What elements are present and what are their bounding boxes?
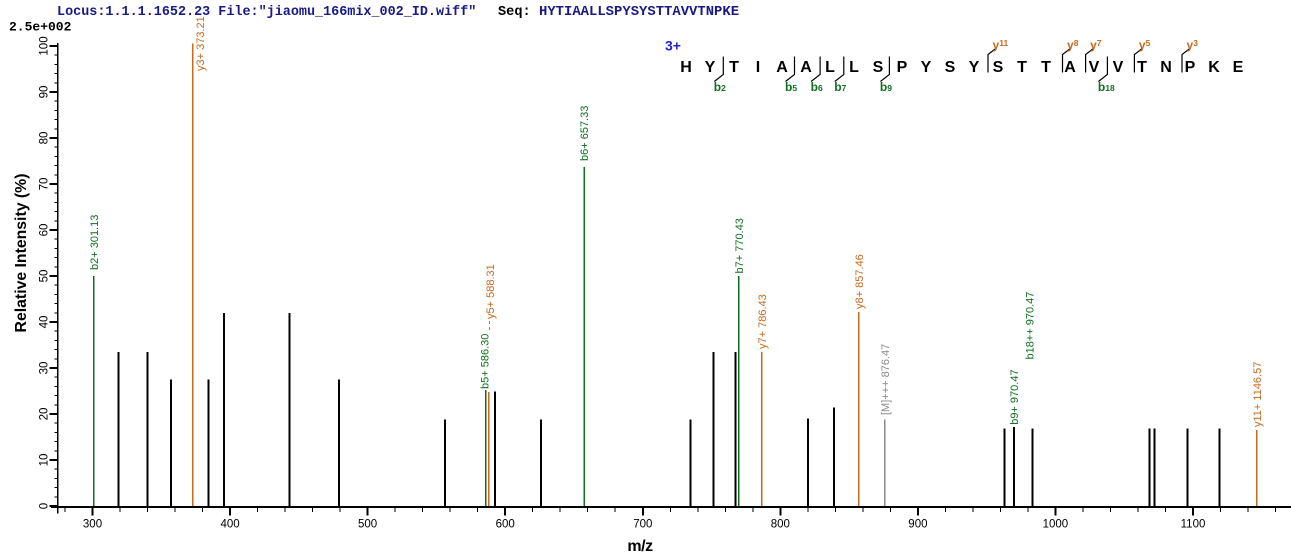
svg-text:Y: Y: [969, 59, 980, 76]
svg-text:Relative Intensity (%): Relative Intensity (%): [13, 174, 30, 333]
svg-text:T: T: [1137, 59, 1147, 76]
svg-text:b6+ 657.33: b6+ 657.33: [579, 106, 591, 161]
svg-text:Y: Y: [705, 59, 716, 76]
svg-text:1000: 1000: [1043, 519, 1069, 531]
svg-text:V: V: [1113, 59, 1124, 76]
svg-text:S: S: [945, 59, 956, 76]
svg-text:3+: 3+: [665, 38, 681, 54]
svg-text:y7: y7: [1090, 38, 1102, 52]
svg-text:S: S: [993, 59, 1004, 76]
svg-text:E: E: [1233, 59, 1244, 76]
svg-text:S: S: [873, 59, 884, 76]
svg-text:800: 800: [771, 519, 790, 531]
svg-text:[M]+++ 876.47: [M]+++ 876.47: [880, 344, 892, 415]
svg-text:80: 80: [39, 132, 51, 145]
svg-text:y8: y8: [1067, 38, 1079, 52]
svg-text:Seq:: Seq:: [498, 5, 531, 20]
svg-text:T: T: [1017, 59, 1027, 76]
svg-text:2.5e+002: 2.5e+002: [9, 20, 72, 35]
svg-text:A: A: [776, 59, 788, 76]
svg-text:V: V: [1089, 59, 1100, 76]
svg-text:b2+ 301.13: b2+ 301.13: [89, 215, 101, 270]
svg-text:T: T: [729, 59, 739, 76]
svg-text:60: 60: [39, 224, 51, 237]
svg-text:T: T: [1041, 59, 1051, 76]
svg-text:b6: b6: [811, 80, 823, 94]
svg-text:b5: b5: [785, 80, 797, 94]
svg-text:HYTIAALLSPYSYSTTAVVTNPKE: HYTIAALLSPYSYSTTAVVTNPKE: [539, 4, 739, 20]
svg-text:y11+ 1146.57: y11+ 1146.57: [1252, 362, 1264, 427]
svg-text:b5+ 586.30: b5+ 586.30: [480, 334, 492, 389]
svg-text:500: 500: [358, 519, 377, 531]
svg-text:I: I: [756, 59, 760, 76]
svg-text:300: 300: [83, 519, 102, 531]
svg-text:b2: b2: [714, 80, 726, 94]
svg-text:100: 100: [39, 36, 51, 55]
svg-text:y3: y3: [1187, 38, 1199, 52]
svg-text:Locus:1.1.1.1652.23 File:"jiao: Locus:1.1.1.1652.23 File:"jiaomu_166mix_…: [57, 5, 476, 20]
svg-text:y5+ 588.31: y5+ 588.31: [485, 264, 497, 319]
svg-text:20: 20: [39, 408, 51, 421]
svg-text:40: 40: [39, 316, 51, 329]
svg-text:90: 90: [39, 86, 51, 99]
svg-text:10: 10: [39, 454, 51, 467]
svg-text:P: P: [1185, 59, 1196, 76]
svg-text:b7: b7: [834, 80, 846, 94]
svg-text:y3+ 373.21: y3+ 373.21: [195, 16, 207, 71]
svg-text:0: 0: [39, 503, 51, 509]
svg-text:b18: b18: [1098, 80, 1115, 94]
svg-text:b7+ 770.43: b7+ 770.43: [734, 218, 746, 273]
svg-text:H: H: [680, 59, 692, 76]
svg-text:N: N: [1160, 59, 1172, 76]
svg-text:K: K: [1208, 59, 1220, 76]
svg-text:b18++ 970.47: b18++ 970.47: [1025, 292, 1037, 360]
svg-text:70: 70: [39, 178, 51, 191]
svg-text:b9: b9: [880, 80, 892, 94]
svg-text:Y: Y: [921, 59, 932, 76]
svg-text:600: 600: [496, 519, 515, 531]
svg-text:A: A: [1064, 59, 1076, 76]
svg-text:L: L: [825, 59, 835, 76]
svg-text:A: A: [800, 59, 812, 76]
svg-text:y5: y5: [1139, 38, 1151, 52]
svg-text:b9+ 970.47: b9+ 970.47: [1009, 369, 1021, 424]
svg-text:30: 30: [39, 362, 51, 375]
svg-text:y8+ 857.46: y8+ 857.46: [854, 254, 866, 309]
svg-text:P: P: [897, 59, 908, 76]
svg-text:400: 400: [221, 519, 240, 531]
svg-text:y7+ 786.43: y7+ 786.43: [757, 294, 769, 349]
svg-text:L: L: [849, 59, 859, 76]
svg-text:50: 50: [39, 270, 51, 283]
svg-text:1100: 1100: [1181, 519, 1206, 531]
svg-text:900: 900: [908, 519, 927, 531]
svg-text:m/z: m/z: [627, 538, 653, 555]
svg-text:700: 700: [633, 519, 652, 531]
